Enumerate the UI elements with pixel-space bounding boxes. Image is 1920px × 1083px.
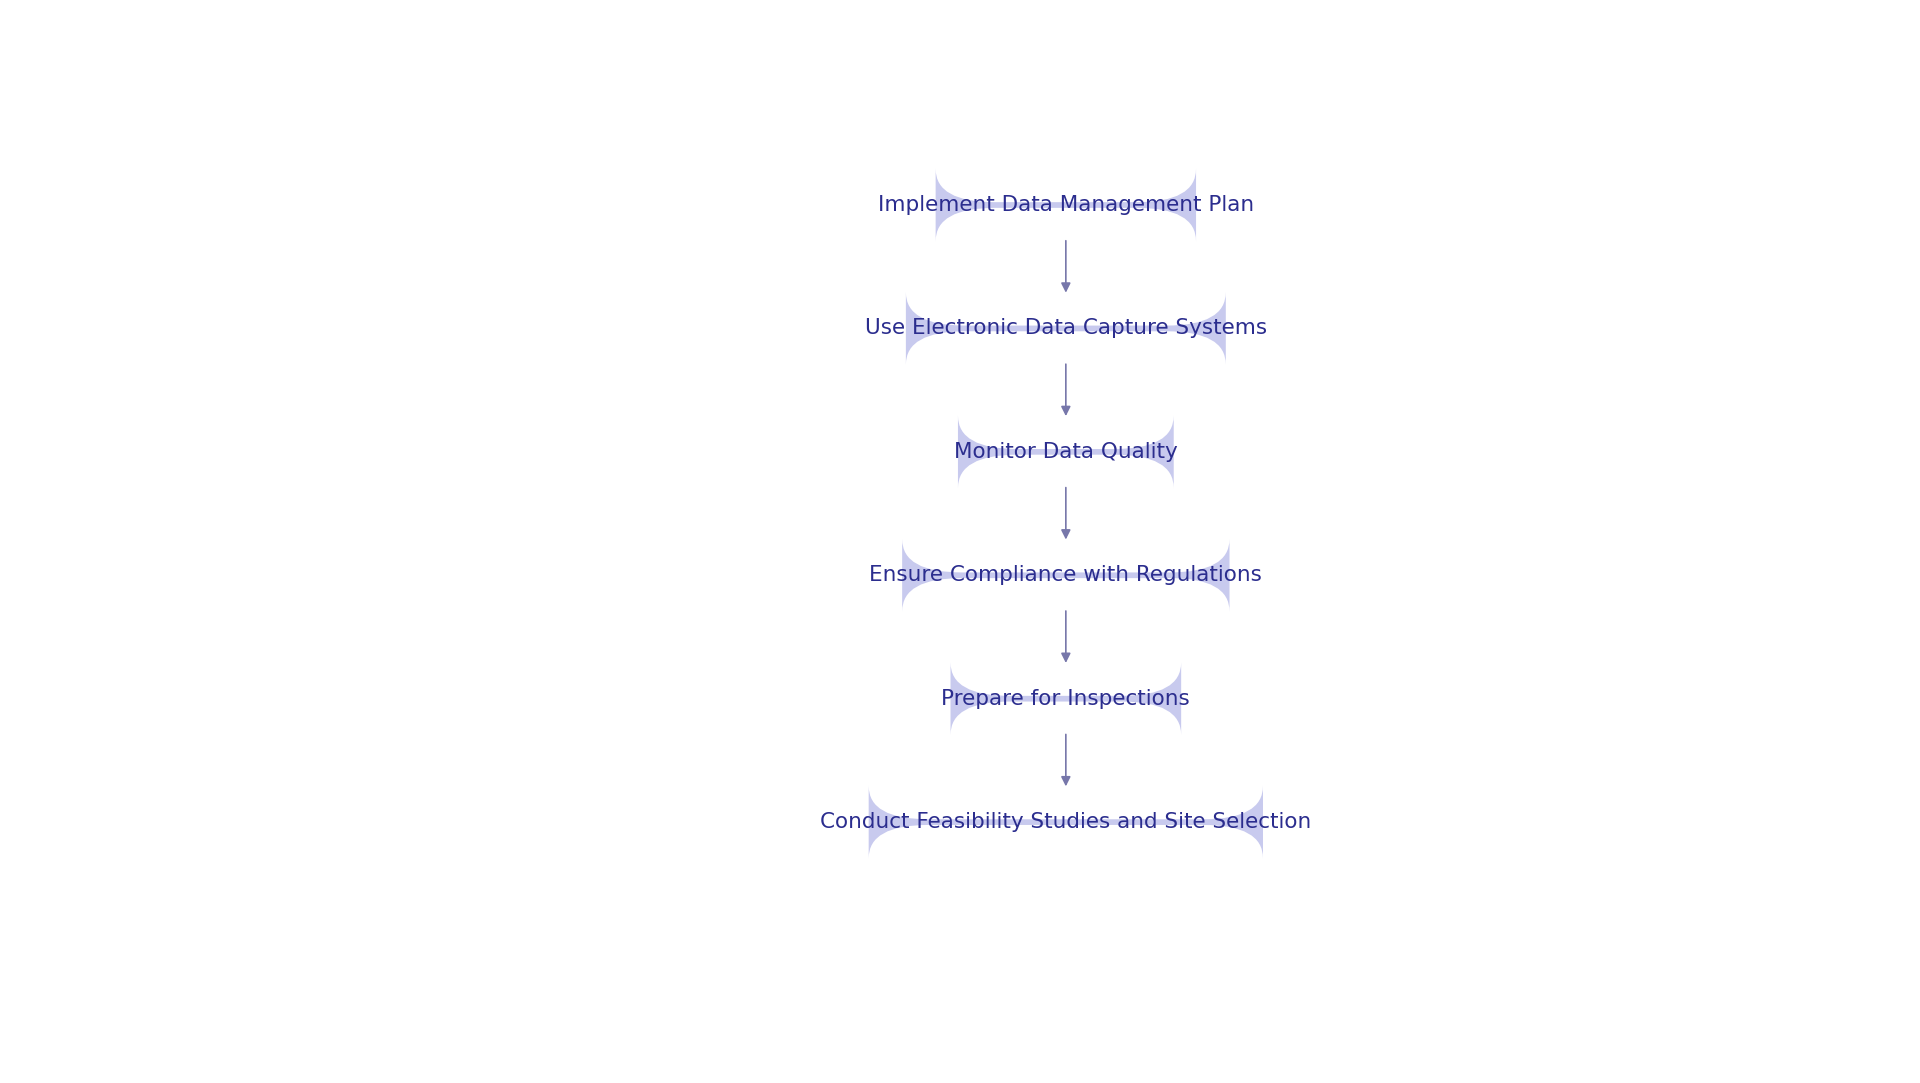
FancyBboxPatch shape: [868, 786, 1263, 859]
Text: Ensure Compliance with Regulations: Ensure Compliance with Regulations: [870, 565, 1261, 585]
Text: Use Electronic Data Capture Systems: Use Electronic Data Capture Systems: [864, 318, 1267, 338]
FancyBboxPatch shape: [902, 539, 1229, 612]
Text: Prepare for Inspections: Prepare for Inspections: [941, 689, 1190, 708]
Text: Monitor Data Quality: Monitor Data Quality: [954, 442, 1177, 461]
Text: Conduct Feasibility Studies and Site Selection: Conduct Feasibility Studies and Site Sel…: [820, 812, 1311, 832]
FancyBboxPatch shape: [950, 663, 1181, 735]
FancyBboxPatch shape: [935, 169, 1196, 242]
FancyBboxPatch shape: [906, 292, 1225, 365]
FancyBboxPatch shape: [958, 416, 1173, 488]
Text: Implement Data Management Plan: Implement Data Management Plan: [877, 195, 1254, 216]
